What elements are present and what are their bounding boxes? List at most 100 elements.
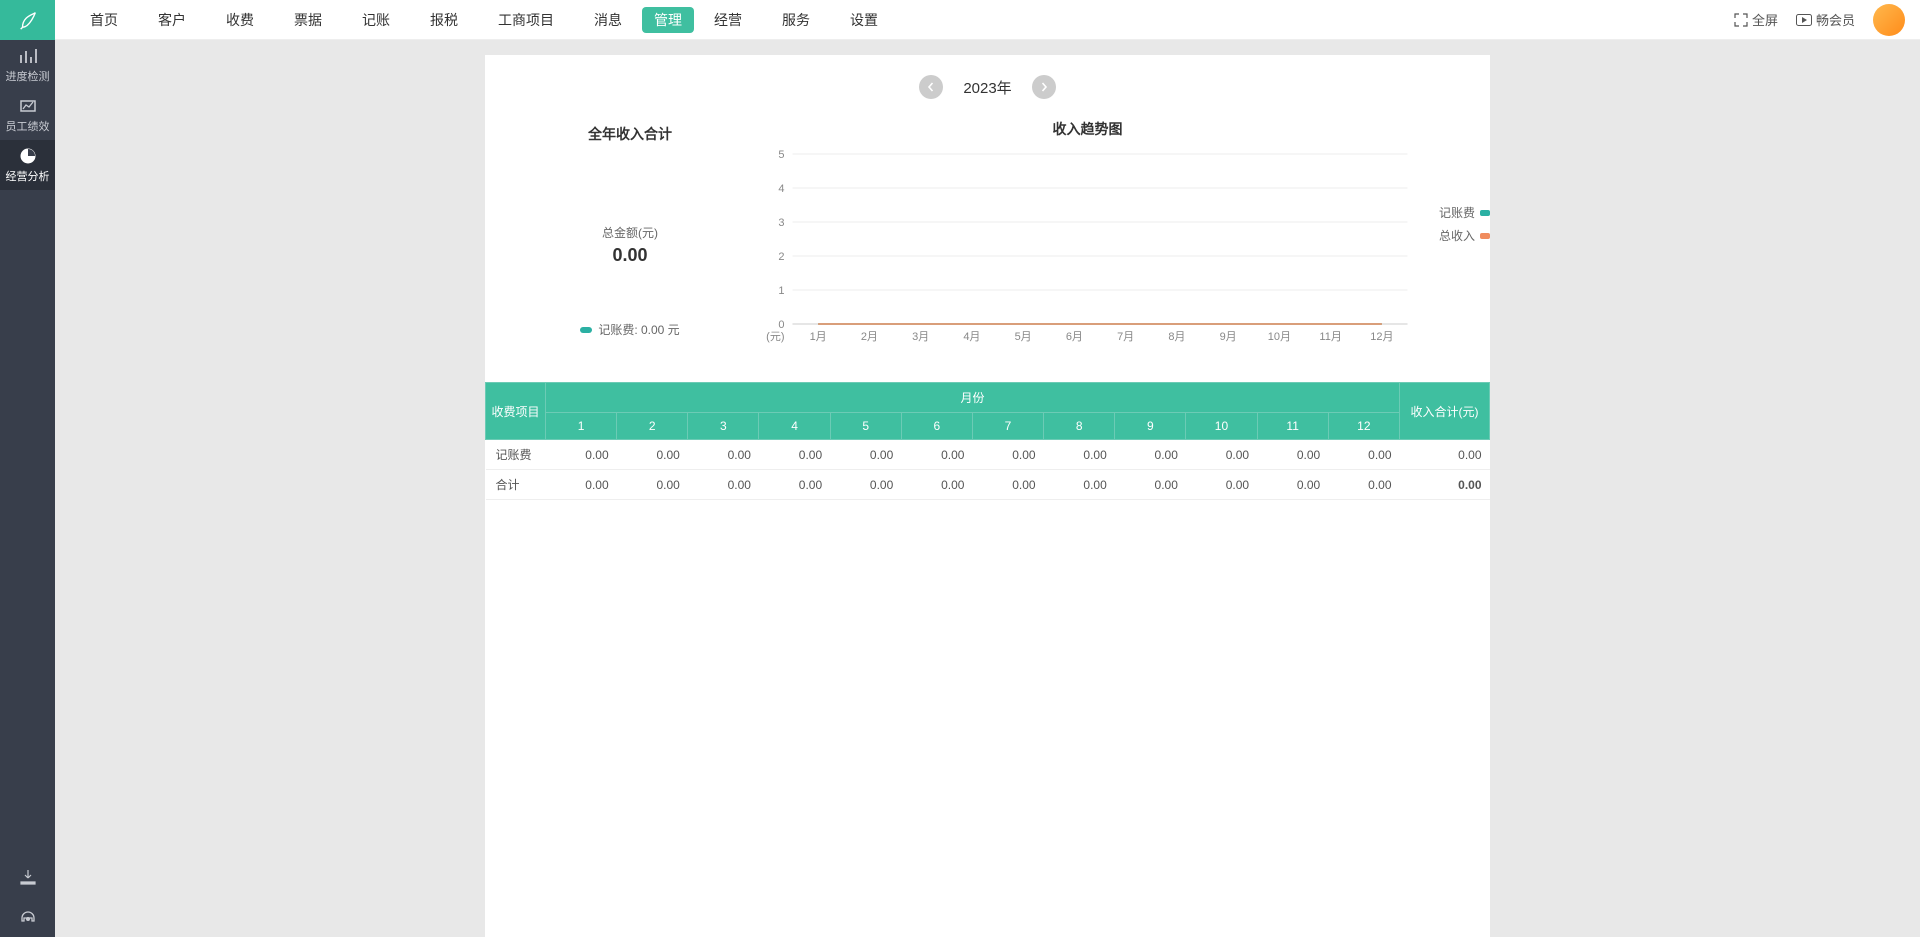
nav-item-7[interactable]: 消息 xyxy=(574,0,642,40)
annual-summary: 全年收入合计 总金额(元) 0.00 记账费: 0.00 元 xyxy=(530,119,730,352)
main-area: 2023年 全年收入合计 总金额(元) 0.00 记账费: 0.00 元 收入趋… xyxy=(55,40,1920,937)
th-month-group: 月份 xyxy=(546,383,1400,413)
th-month: 9 xyxy=(1115,413,1186,440)
cell-value: 0.00 xyxy=(759,440,830,470)
user-avatar[interactable] xyxy=(1873,4,1905,36)
svg-text:5: 5 xyxy=(778,149,784,161)
th-month: 11 xyxy=(1257,413,1328,440)
svg-text:12月: 12月 xyxy=(1370,331,1393,343)
cell-value: 0.00 xyxy=(972,440,1043,470)
sidebar-icon-2 xyxy=(19,147,37,165)
nav-item-1[interactable]: 客户 xyxy=(138,0,206,40)
nav-item-9[interactable]: 经营 xyxy=(694,0,762,40)
sidebar-item-2[interactable]: 经营分析 xyxy=(0,140,55,190)
th-project: 收费项目 xyxy=(486,383,546,440)
leaf-icon xyxy=(17,9,39,31)
prev-year-button[interactable] xyxy=(919,75,943,99)
cell-value: 0.00 xyxy=(1115,470,1186,500)
cell-value: 0.00 xyxy=(688,470,759,500)
nav-item-6[interactable]: 工商项目 xyxy=(478,0,574,40)
cell-value: 0.00 xyxy=(901,470,972,500)
nav-item-11[interactable]: 设置 xyxy=(830,0,898,40)
sidebar-item-0[interactable]: 进度检测 xyxy=(0,40,55,90)
nav-items: 首页客户收费票据记账报税工商项目消息管理经营服务设置 xyxy=(55,0,1734,40)
sidebar-label: 员工绩效 xyxy=(6,118,50,134)
row-total: 0.00 xyxy=(1400,440,1490,470)
cell-value: 0.00 xyxy=(759,470,830,500)
cell-value: 0.00 xyxy=(901,440,972,470)
download-icon xyxy=(19,868,37,886)
sidebar-label: 经营分析 xyxy=(6,168,50,184)
th-month: 3 xyxy=(688,413,759,440)
svg-text:(元): (元) xyxy=(766,331,784,343)
summary-amount-label: 总金额(元) xyxy=(530,224,730,241)
sidebar-icon-1 xyxy=(19,97,37,115)
play-icon xyxy=(1796,14,1812,26)
cell-value: 0.00 xyxy=(546,470,617,500)
nav-item-3[interactable]: 票据 xyxy=(274,0,342,40)
next-year-button[interactable] xyxy=(1032,75,1056,99)
th-month: 6 xyxy=(901,413,972,440)
table-row: 记账费0.000.000.000.000.000.000.000.000.000… xyxy=(486,440,1490,470)
cell-value: 0.00 xyxy=(830,440,901,470)
chart-title: 收入趋势图 xyxy=(730,119,1445,139)
support-button[interactable] xyxy=(0,897,55,937)
nav-item-2[interactable]: 收费 xyxy=(206,0,274,40)
row-total: 0.00 xyxy=(1400,470,1490,500)
year-text: 2023年 xyxy=(963,77,1011,98)
svg-text:8月: 8月 xyxy=(1168,331,1185,343)
nav-right: 全屏 畅会员 xyxy=(1734,4,1920,36)
nav-item-10[interactable]: 服务 xyxy=(762,0,830,40)
svg-text:7月: 7月 xyxy=(1117,331,1134,343)
cell-value: 0.00 xyxy=(830,470,901,500)
svg-text:1: 1 xyxy=(778,285,784,297)
cell-value: 0.00 xyxy=(546,440,617,470)
top-nav: 首页客户收费票据记账报税工商项目消息管理经营服务设置 全屏 畅会员 xyxy=(0,0,1920,40)
fullscreen-button[interactable]: 全屏 xyxy=(1734,10,1778,29)
sidebar: 进度检测员工绩效经营分析 xyxy=(0,40,55,937)
line-chart-svg: 0 1 2 3 4 5 (元) 1月 2月 3月 4月 5月 6月 7月 8月 9月 10月 11月 12月 xyxy=(730,149,1445,349)
table-row: 合计0.000.000.000.000.000.000.000.000.000.… xyxy=(486,470,1490,500)
cell-value: 0.00 xyxy=(1186,440,1257,470)
nav-item-8[interactable]: 管理 xyxy=(642,7,694,33)
svg-text:11月: 11月 xyxy=(1319,331,1341,343)
svg-text:3: 3 xyxy=(778,217,784,229)
chevron-left-icon xyxy=(926,82,936,92)
chevron-right-icon xyxy=(1039,82,1049,92)
app-logo[interactable] xyxy=(0,0,55,40)
chart-legend: 记账费总收入 xyxy=(1439,204,1490,250)
summary-legend-label: 记账费: 0.00 元 xyxy=(598,321,679,338)
sidebar-item-1[interactable]: 员工绩效 xyxy=(0,90,55,140)
analysis-panel: 2023年 全年收入合计 总金额(元) 0.00 记账费: 0.00 元 收入趋… xyxy=(485,55,1490,937)
sidebar-label: 进度检测 xyxy=(6,68,50,84)
download-button[interactable] xyxy=(0,857,55,897)
th-total: 收入合计(元) xyxy=(1400,383,1490,440)
svg-text:5月: 5月 xyxy=(1015,331,1032,343)
svg-text:1月: 1月 xyxy=(810,331,827,343)
cell-value: 0.00 xyxy=(1044,470,1115,500)
nav-item-0[interactable]: 首页 xyxy=(70,0,138,40)
year-selector: 2023年 xyxy=(485,75,1490,99)
th-month: 5 xyxy=(830,413,901,440)
svg-text:2: 2 xyxy=(778,251,784,263)
svg-text:4月: 4月 xyxy=(963,331,980,343)
legend-item: 记账费 xyxy=(1439,204,1490,221)
cell-value: 0.00 xyxy=(1328,440,1399,470)
nav-item-4[interactable]: 记账 xyxy=(342,0,410,40)
fullscreen-icon xyxy=(1734,13,1748,27)
svg-text:0: 0 xyxy=(778,319,784,331)
svg-text:10月: 10月 xyxy=(1268,331,1291,343)
svg-text:3月: 3月 xyxy=(912,331,929,343)
th-month: 7 xyxy=(972,413,1043,440)
svg-text:4: 4 xyxy=(778,183,784,195)
cell-value: 0.00 xyxy=(1257,470,1328,500)
svg-text:2月: 2月 xyxy=(861,331,878,343)
th-month: 8 xyxy=(1044,413,1115,440)
svg-text:6月: 6月 xyxy=(1066,331,1083,343)
nav-item-5[interactable]: 报税 xyxy=(410,0,478,40)
svg-text:9月: 9月 xyxy=(1220,331,1237,343)
revenue-trend-chart: 收入趋势图 0 1 2 3 4 5 (元) 1月 2月 3月 4月 5月 6月 7月 8月 9月 10月 11月 1… xyxy=(730,119,1445,352)
member-button[interactable]: 畅会员 xyxy=(1796,10,1855,29)
th-month: 12 xyxy=(1328,413,1399,440)
row-label: 合计 xyxy=(486,470,546,500)
